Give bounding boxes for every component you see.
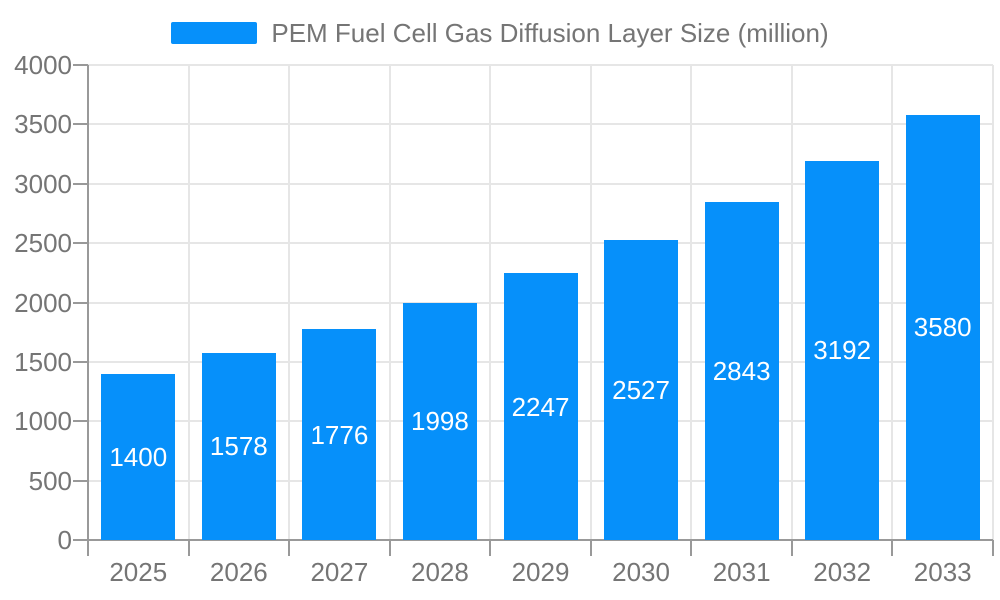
x-axis-tick (388, 540, 391, 556)
y-tick-label: 0 (57, 525, 72, 555)
x-tick-label: 2025 (109, 557, 168, 587)
legend-swatch (171, 22, 258, 44)
y-axis-tick (73, 182, 88, 185)
y-tick-label: 1500 (14, 346, 72, 377)
x-tick-label: 2028 (411, 557, 469, 587)
x-axis-tick (790, 540, 793, 556)
gridline-vertical (489, 65, 492, 540)
y-axis-tick (73, 242, 88, 245)
x-tick-label: 2030 (612, 557, 670, 587)
y-tick-label: 2000 (14, 287, 72, 318)
x-tick-label: 2026 (209, 557, 268, 587)
gridline-vertical (288, 65, 291, 540)
y-tick-label: 500 (28, 465, 72, 496)
x-axis-tick (187, 540, 190, 556)
x-axis-tick (288, 540, 291, 556)
y-tick-label: 1000 (14, 406, 72, 437)
x-tick-label: 2032 (813, 557, 872, 587)
bar[interactable] (604, 239, 679, 540)
gridline-vertical (187, 65, 190, 540)
y-tick-label: 4000 (14, 50, 72, 80)
gridline-vertical (790, 65, 793, 540)
bar[interactable] (704, 202, 779, 540)
legend-label: PEM Fuel Cell Gas Diffusion Layer Size (… (271, 18, 829, 48)
gridline-vertical (992, 65, 994, 540)
y-tick-label: 2500 (14, 228, 72, 259)
y-axis-tick (73, 301, 88, 304)
x-axis-tick (489, 540, 492, 556)
gridline-horizontal (88, 123, 993, 126)
x-axis-tick (992, 540, 994, 556)
y-axis-tick (73, 64, 88, 66)
y-axis-tick (73, 479, 88, 482)
y-axis-line (87, 65, 89, 556)
x-tick-label: 2027 (310, 557, 369, 587)
x-tick-label: 2029 (511, 557, 570, 587)
gridline-vertical (589, 65, 592, 540)
bar[interactable] (302, 329, 377, 540)
x-tick-label: 2031 (712, 557, 771, 587)
legend-item[interactable]: PEM Fuel Cell Gas Diffusion Layer Size (… (0, 16, 1000, 50)
bar[interactable] (201, 352, 276, 540)
bar[interactable] (101, 373, 176, 540)
y-tick-label: 3000 (14, 168, 72, 199)
x-axis-tick (891, 540, 894, 556)
y-axis-tick (73, 360, 88, 363)
x-tick-label: 2033 (913, 557, 972, 587)
bar[interactable] (905, 114, 980, 540)
y-axis-tick (73, 123, 88, 126)
gridline-vertical (388, 65, 391, 540)
y-tick-label: 3500 (14, 109, 72, 140)
bar[interactable] (503, 273, 578, 540)
x-axis-tick (690, 540, 693, 556)
bar[interactable] (805, 160, 880, 540)
gridline-vertical (891, 65, 894, 540)
gridline-horizontal (88, 242, 993, 245)
bar[interactable] (402, 302, 477, 540)
gridline-vertical (690, 65, 693, 540)
y-axis-tick (73, 420, 88, 423)
gridline-horizontal (88, 64, 993, 66)
gridline-horizontal (88, 182, 993, 185)
x-axis-tick (589, 540, 592, 556)
x-axis-line (73, 539, 993, 541)
